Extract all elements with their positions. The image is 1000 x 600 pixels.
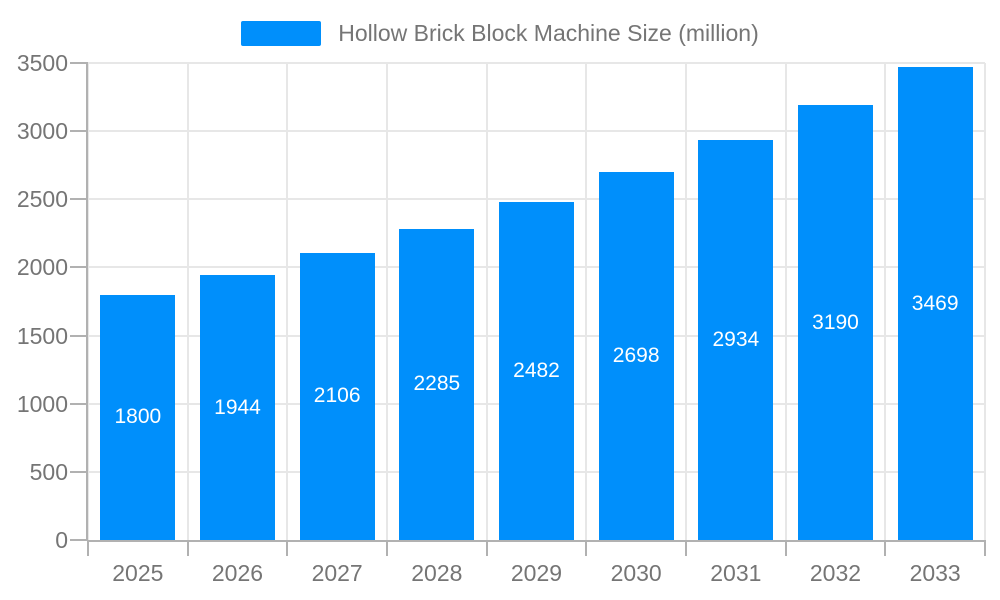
- x-axis-tick: [87, 540, 89, 556]
- x-tick-label: 2026: [211, 560, 264, 586]
- legend-item[interactable]: Hollow Brick Block Machine Size (million…: [241, 20, 759, 48]
- bar: 3469: [897, 67, 973, 540]
- bar: 3190: [798, 105, 873, 540]
- x-axis-tick: [186, 540, 189, 556]
- y-tick-label: 500: [29, 458, 68, 485]
- gridline-horizontal: [88, 198, 985, 201]
- gridline-vertical: [286, 63, 289, 540]
- bar: 2482: [499, 201, 574, 540]
- gridline-vertical: [585, 63, 588, 540]
- y-axis-tick: [70, 266, 88, 269]
- bar: 1800: [100, 294, 176, 540]
- x-tick-label: 2031: [710, 560, 762, 586]
- bar-value-label: 1800: [114, 405, 162, 429]
- bar-value-label: 3469: [911, 291, 959, 315]
- x-axis-tick: [386, 540, 388, 556]
- x-axis-tick: [884, 540, 887, 556]
- y-axis-tick: [70, 539, 88, 541]
- gridline-vertical: [884, 63, 887, 540]
- y-axis-tick: [70, 334, 88, 337]
- bar-value-label: 2698: [612, 344, 660, 368]
- x-axis-tick: [585, 540, 588, 556]
- x-tick-label: 2030: [610, 560, 662, 586]
- x-tick-label: 2028: [411, 560, 463, 586]
- gridline-horizontal: [88, 130, 985, 133]
- x-tick-label: 2025: [112, 560, 164, 586]
- bar: 1944: [200, 275, 275, 540]
- x-axis-tick: [485, 540, 488, 556]
- bar-value-label: 2106: [313, 384, 361, 408]
- x-axis-tick: [286, 540, 289, 556]
- y-tick-label: 1000: [16, 390, 68, 417]
- bar-value-label: 2934: [712, 328, 760, 352]
- x-axis-tick: [784, 540, 787, 556]
- chart-legend: Hollow Brick Block Machine Size (million…: [0, 20, 1000, 48]
- gridline-vertical: [87, 63, 89, 540]
- y-axis-tick: [70, 470, 88, 473]
- gridline-horizontal: [88, 62, 985, 64]
- gridline-vertical: [186, 63, 189, 540]
- bar-value-label: 2285: [413, 372, 461, 396]
- y-tick-label: 3500: [16, 50, 68, 76]
- x-axis-tick: [984, 540, 986, 556]
- gridline-vertical: [984, 63, 986, 540]
- bar: 2106: [299, 252, 375, 540]
- y-tick-label: 1500: [16, 322, 68, 349]
- x-tick-label: 2032: [809, 560, 862, 586]
- y-tick-label: 3000: [16, 118, 68, 145]
- y-axis-tick: [70, 130, 88, 133]
- bar-value-label: 3190: [812, 310, 859, 334]
- x-tick-label: 2027: [311, 560, 363, 586]
- gridline-vertical: [386, 63, 388, 540]
- x-axis-tick: [685, 540, 687, 556]
- bar: 2934: [698, 140, 774, 540]
- x-axis-line: [88, 540, 985, 542]
- bar: 2285: [399, 228, 475, 540]
- y-axis-tick: [70, 62, 88, 64]
- x-tick-label: 2029: [510, 560, 563, 586]
- y-axis-tick: [70, 402, 88, 405]
- y-axis-line: [86, 63, 88, 540]
- legend-swatch-icon: [241, 21, 322, 47]
- bar-value-label: 1944: [214, 395, 261, 419]
- plot-area: 1800 1944 2106 2285 2482 2698 2934 3190 3469: [70, 62, 986, 556]
- y-tick-label: 2500: [16, 186, 68, 213]
- legend-label: Hollow Brick Block Machine Size (million…: [338, 20, 759, 46]
- bar-value-label: 2482: [513, 358, 560, 382]
- y-tick-label: 0: [55, 527, 68, 553]
- y-tick-label: 2000: [16, 254, 68, 281]
- bar: 2698: [598, 172, 674, 540]
- y-axis-tick: [70, 198, 88, 201]
- gridline-vertical: [784, 63, 787, 540]
- x-tick-label: 2033: [909, 560, 961, 586]
- y-axis-labels: 0 500 1000 1500 2000 2500 3000 3500: [0, 0, 68, 600]
- gridline-vertical: [685, 63, 687, 540]
- gridline-vertical: [485, 63, 488, 540]
